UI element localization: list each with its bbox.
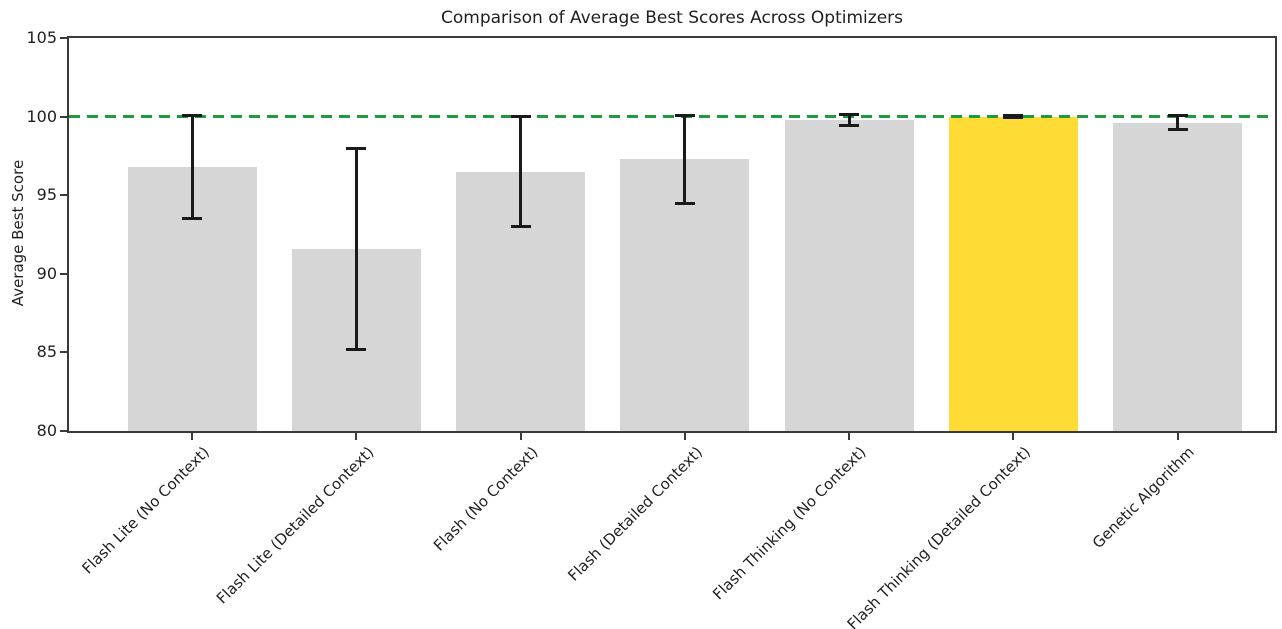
error-bar-cap bbox=[839, 112, 860, 116]
error-bar-cap bbox=[1003, 115, 1024, 119]
x-tick-label-flash-lite-detailed-context: Flash Lite (Detailed Context) bbox=[212, 443, 378, 608]
x-tick-label-genetic-algorithm: Genetic Algorithm bbox=[1089, 443, 1199, 552]
y-tick-mark bbox=[60, 272, 69, 275]
error-bar-genetic-algorithm bbox=[1176, 115, 1180, 130]
error-bar-flash-lite-detailed-context bbox=[354, 148, 358, 350]
x-tick-mark bbox=[683, 433, 686, 440]
y-tick-label: 100 bbox=[26, 106, 57, 126]
y-tick-mark bbox=[60, 351, 69, 354]
y-tick-label: 80 bbox=[36, 421, 57, 440]
chart-title: Comparison of Average Best Scores Across… bbox=[441, 8, 903, 28]
x-tick-label-flash-lite-no-context: Flash Lite (No Context) bbox=[78, 443, 213, 578]
error-bar-cap bbox=[182, 217, 202, 221]
error-bar-cap bbox=[346, 347, 367, 351]
x-tick-label-flash-no-context: Flash (No Context) bbox=[429, 443, 542, 555]
y-axis-label-container: Average Best Score bbox=[2, 36, 34, 429]
x-tick-label-flash-thinking-no-context: Flash Thinking (No Context) bbox=[709, 443, 870, 604]
error-bar-cap bbox=[674, 113, 695, 117]
x-tick-mark bbox=[191, 433, 193, 440]
bar-genetic-algorithm bbox=[1113, 122, 1243, 431]
error-bar-flash-detailed-context bbox=[683, 115, 687, 204]
error-bar-flash-lite-no-context bbox=[190, 115, 194, 219]
error-bar-cap bbox=[839, 123, 860, 127]
x-tick-mark bbox=[848, 433, 851, 440]
y-tick-mark bbox=[60, 194, 69, 197]
error-bar-cap bbox=[510, 115, 531, 119]
error-bar-cap bbox=[1167, 128, 1188, 132]
y-tick-mark bbox=[60, 430, 69, 432]
x-tick-mark bbox=[1176, 433, 1179, 440]
x-tick-label-flash-detailed-context: Flash (Detailed Context) bbox=[563, 443, 706, 585]
y-tick-label: 95 bbox=[36, 185, 57, 205]
error-bar-flash-no-context bbox=[519, 116, 523, 227]
error-bar-cap bbox=[1167, 114, 1188, 118]
error-bar-cap bbox=[674, 201, 695, 205]
y-tick-label: 90 bbox=[36, 263, 57, 283]
y-tick-label: 85 bbox=[36, 342, 57, 362]
bar-flash-thinking-detailed-context bbox=[948, 116, 1078, 431]
y-tick-mark bbox=[60, 115, 69, 118]
error-bar-flash-thinking-no-context bbox=[847, 114, 851, 126]
x-tick-mark bbox=[355, 433, 358, 440]
error-bar-cap bbox=[346, 146, 367, 150]
reference-line-100 bbox=[69, 115, 1275, 119]
error-bar-cap bbox=[1003, 114, 1024, 118]
y-axis-label: Average Best Score bbox=[9, 159, 27, 306]
x-tick-mark bbox=[1012, 433, 1015, 440]
y-tick-mark bbox=[60, 37, 69, 39]
plot-area bbox=[67, 36, 1277, 433]
bar-flash-thinking-no-context bbox=[784, 119, 914, 431]
x-tick-label-flash-thinking-detailed-context: Flash Thinking (Detailed Context) bbox=[843, 443, 1035, 629]
error-bar-cap bbox=[510, 225, 531, 229]
error-bar-cap bbox=[182, 113, 202, 117]
y-tick-label: 105 bbox=[26, 28, 57, 47]
x-tick-mark bbox=[519, 433, 522, 440]
